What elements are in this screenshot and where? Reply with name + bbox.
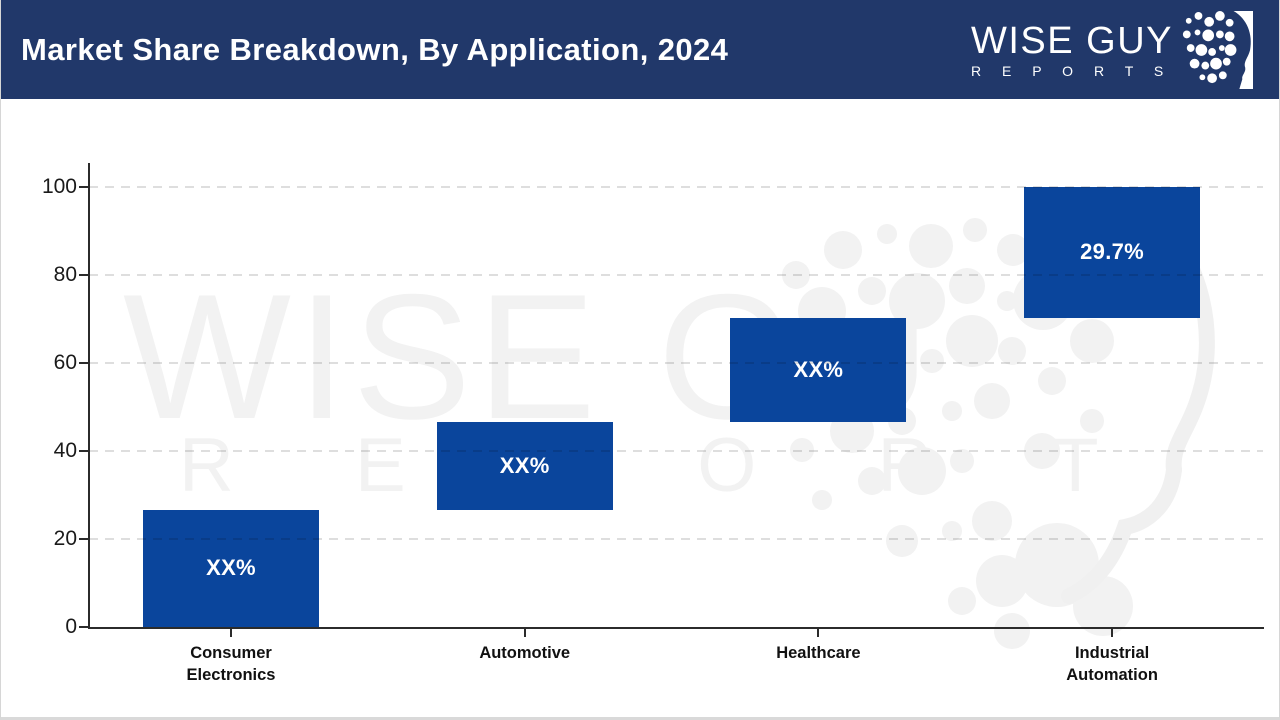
y-axis-tick-label: 0 — [65, 615, 77, 638]
y-axis-tick-label: 20 — [53, 527, 77, 550]
page-title: Market Share Breakdown, By Application, … — [21, 31, 729, 67]
bar-value-label: XX% — [206, 555, 256, 581]
bar-value-label: XX% — [793, 356, 844, 382]
x-axis-tick-mark — [817, 629, 820, 637]
y-axis-line — [88, 163, 90, 629]
y-axis-tick-mark — [79, 362, 88, 364]
bar-value-label: XX% — [499, 452, 550, 478]
gridline — [89, 538, 1263, 540]
gridline — [89, 274, 1263, 276]
header-bar: Market Share Breakdown, By Application, … — [1, 0, 1279, 99]
x-axis-category-label: Consumer Electronics — [186, 644, 276, 685]
gridline — [89, 362, 1263, 364]
y-axis-tick-mark — [79, 450, 88, 452]
y-axis-tick-label: 100 — [41, 175, 77, 198]
y-axis-tick-label: 60 — [53, 351, 77, 374]
x-axis-category-label: Industrial Automation — [1066, 644, 1158, 685]
brand-text: WISE GUY R E P O R T S — [971, 22, 1173, 78]
brand-subtitle: R E P O R T S — [970, 62, 1172, 79]
brand-name: WISE GUY — [970, 19, 1173, 62]
x-axis-category-label: Automotive — [479, 644, 571, 662]
bar-segment: XX% — [436, 421, 613, 510]
x-axis-line — [88, 627, 1264, 629]
gridline — [89, 186, 1263, 188]
y-axis-tick-label: 80 — [53, 263, 77, 286]
x-axis-tick-mark — [230, 629, 232, 637]
y-axis-tick-mark — [79, 274, 88, 276]
y-axis-tick-mark — [79, 626, 88, 628]
x-axis-category-label: Healthcare — [776, 644, 861, 662]
brand-face-icon — [1182, 10, 1253, 89]
x-axis-tick-mark — [523, 629, 526, 637]
brand-logo: WISE GUY R E P O R T S — [971, 9, 1253, 91]
gridline — [89, 450, 1263, 452]
bar-segment: 29.7% — [1024, 187, 1201, 318]
x-axis-tick-mark — [1111, 629, 1114, 637]
y-axis-tick-mark — [79, 538, 88, 540]
y-axis-tick-label: 40 — [53, 439, 77, 462]
bar-segment: XX% — [730, 317, 907, 422]
bar-value-label: 29.7% — [1080, 239, 1145, 265]
y-axis-tick-mark — [79, 186, 88, 188]
bar-segment: XX% — [143, 509, 319, 627]
